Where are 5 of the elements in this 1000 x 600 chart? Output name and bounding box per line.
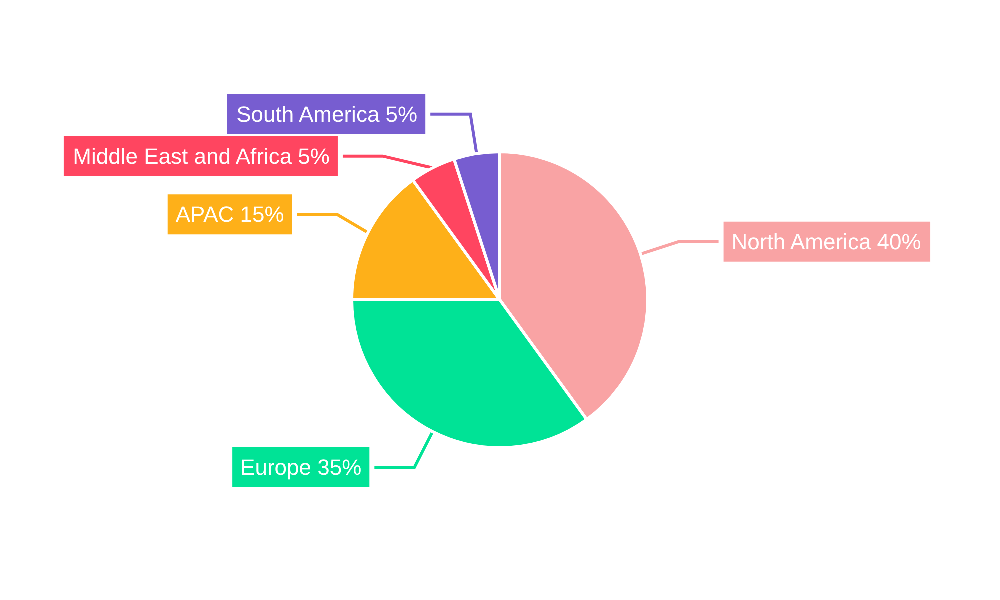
slice-label: Europe 35% bbox=[240, 455, 362, 480]
slice-label: Middle East and Africa 5% bbox=[73, 144, 330, 169]
slice-label: APAC 15% bbox=[176, 202, 284, 228]
slice-label: South America 5% bbox=[236, 102, 418, 127]
slice-label: North America 40% bbox=[732, 229, 922, 254]
